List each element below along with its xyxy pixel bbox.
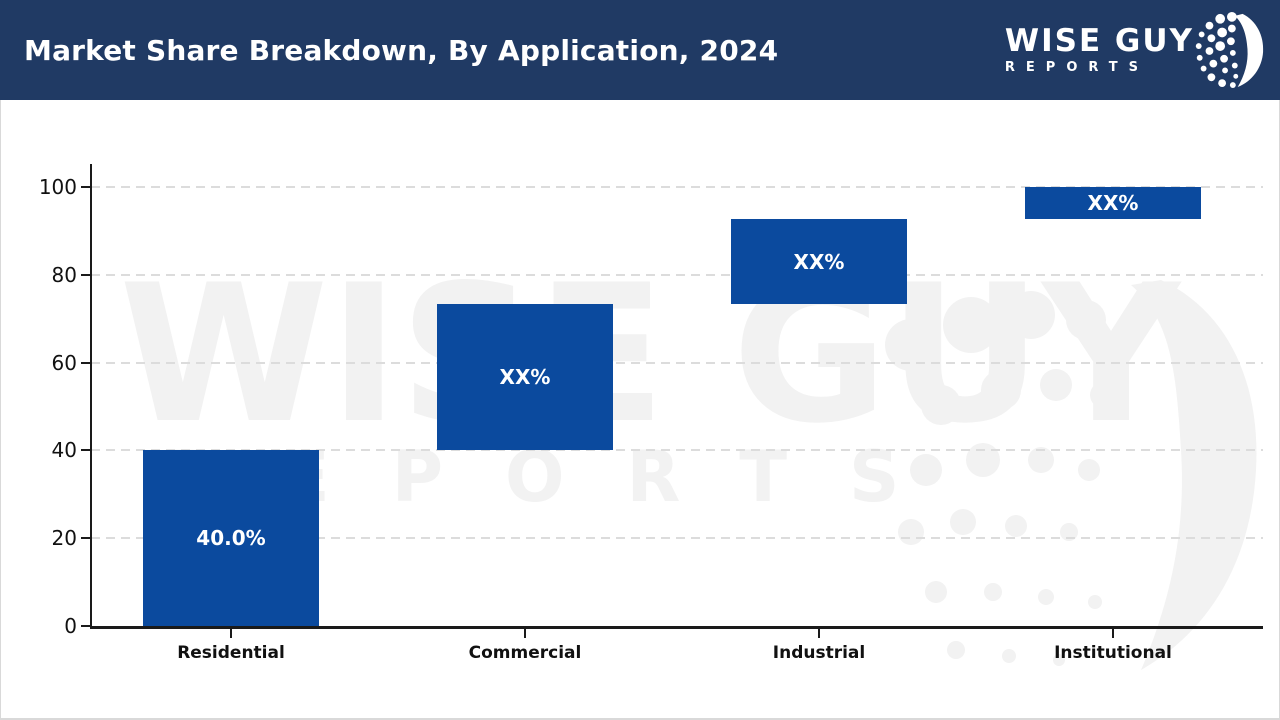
x-tick-mark bbox=[524, 629, 526, 638]
y-tick-mark bbox=[81, 625, 91, 627]
y-tick-label: 20 bbox=[51, 526, 77, 551]
grid-line bbox=[91, 186, 1263, 188]
dotted-head-icon bbox=[1195, 11, 1264, 89]
y-tick-mark bbox=[81, 537, 91, 540]
x-axis-label: Industrial bbox=[772, 643, 866, 663]
x-tick-mark bbox=[1112, 629, 1114, 638]
y-tick-mark bbox=[81, 449, 91, 452]
x-tick-mark bbox=[818, 629, 820, 638]
x-axis-label: Institutional bbox=[1054, 643, 1172, 663]
y-tick-label: 60 bbox=[51, 350, 77, 375]
grid-line bbox=[91, 273, 1263, 276]
logo-text: WISE GUY REPORTS bbox=[1005, 25, 1194, 75]
x-tick-mark bbox=[230, 629, 232, 638]
x-axis-label: Residential bbox=[177, 643, 285, 663]
grid-line bbox=[91, 361, 1263, 364]
bar-value-label: XX% bbox=[1087, 191, 1139, 216]
bar: XX% bbox=[1025, 187, 1201, 220]
chart-area: WISE GUY REPORTS bbox=[0, 100, 1280, 720]
y-tick-mark bbox=[81, 273, 91, 276]
watermark-line1: WISE GUY bbox=[119, 244, 1180, 465]
y-tick-label: 40 bbox=[51, 438, 77, 463]
bar: 40.0% bbox=[143, 450, 319, 626]
x-axis-label: Commercial bbox=[468, 643, 582, 663]
logo-subtext: REPORTS bbox=[1004, 59, 1150, 75]
bar-value-label: XX% bbox=[499, 365, 551, 390]
bar-value-label: XX% bbox=[793, 249, 845, 274]
y-axis-line bbox=[90, 164, 92, 628]
wise-guy-reports-logo: WISE GUY REPORTS bbox=[1005, 9, 1266, 91]
chart-title: Market Share Breakdown, By Application, … bbox=[24, 33, 779, 67]
header-bar: Market Share Breakdown, By Application, … bbox=[0, 0, 1280, 100]
bar-value-label: 40.0% bbox=[196, 526, 266, 551]
y-tick-mark bbox=[81, 186, 91, 188]
watermark-head-icon bbox=[885, 280, 1257, 670]
bar: XX% bbox=[731, 219, 907, 305]
x-axis-line bbox=[90, 626, 1263, 629]
grid-line bbox=[91, 537, 1263, 540]
y-tick-label: 100 bbox=[38, 175, 77, 199]
y-tick-mark bbox=[81, 361, 91, 364]
y-tick-label: 0 bbox=[64, 614, 77, 638]
y-tick-label: 80 bbox=[51, 262, 77, 287]
grid-line bbox=[91, 449, 1263, 452]
logo-wordmark: WISE GUY bbox=[1004, 23, 1194, 60]
bar: XX% bbox=[437, 304, 613, 451]
watermark: WISE GUY REPORTS bbox=[1, 100, 1279, 718]
